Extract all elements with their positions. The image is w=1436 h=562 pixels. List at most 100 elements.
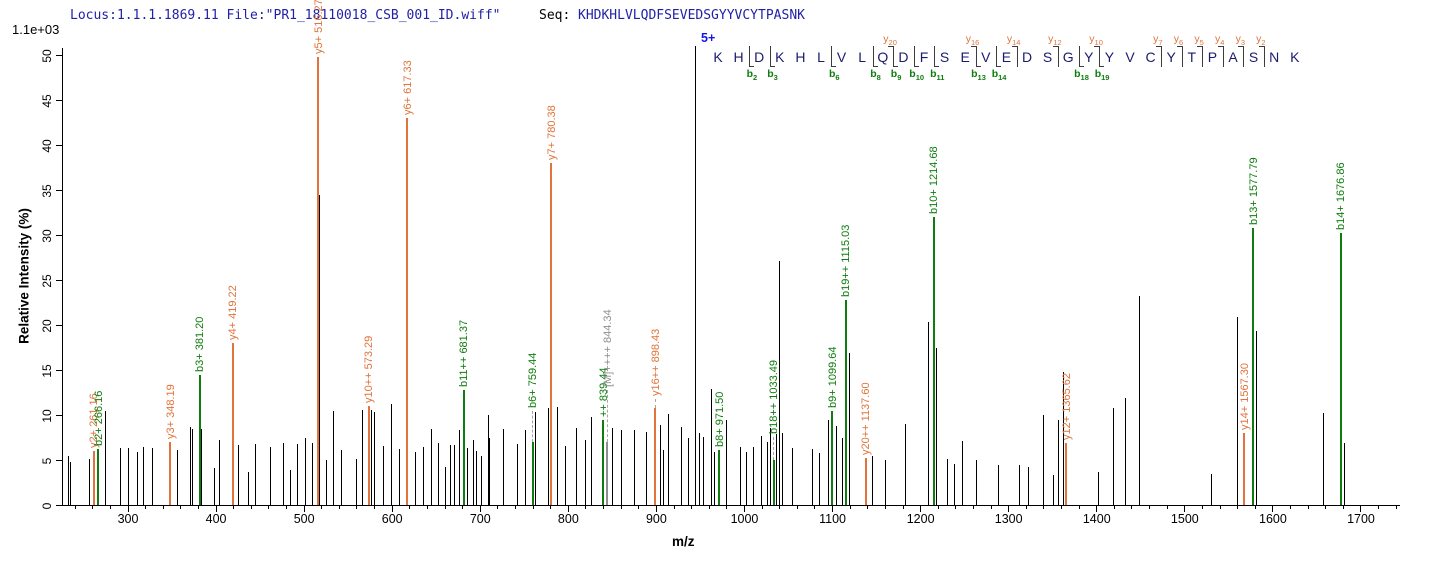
noise-peak bbox=[791, 448, 793, 505]
noise-peak bbox=[1210, 473, 1212, 505]
b-ion-arm bbox=[872, 66, 878, 67]
x-tick-minor bbox=[1342, 505, 1344, 509]
b-ion-arm bbox=[913, 66, 919, 67]
noise-peak bbox=[480, 455, 482, 505]
y-ion-arm bbox=[970, 46, 976, 47]
noise-peak bbox=[710, 388, 712, 505]
b-ion-arm bbox=[975, 66, 981, 67]
seq-label: Seq: bbox=[539, 8, 571, 23]
noise-peak bbox=[458, 430, 460, 505]
b-ion-mark: b3 bbox=[767, 68, 778, 83]
y-tick bbox=[56, 415, 62, 416]
noise-peak bbox=[255, 443, 257, 505]
b-ion-arm bbox=[748, 66, 754, 67]
noise-peak bbox=[841, 438, 843, 505]
ion-peak-b2+ bbox=[97, 449, 100, 505]
sequence-residue: K bbox=[1290, 49, 1300, 65]
noise-peak bbox=[1062, 371, 1064, 505]
x-tick-minor bbox=[1025, 505, 1027, 509]
noise-peak bbox=[390, 404, 392, 505]
noise-peak bbox=[575, 427, 577, 505]
x-tick-minor bbox=[250, 505, 252, 509]
x-tick-minor bbox=[356, 505, 358, 509]
sequence-residue: S bbox=[939, 49, 950, 65]
x-tick-minor bbox=[233, 505, 235, 509]
ion-peak-y12+ bbox=[1065, 442, 1068, 505]
noise-peak bbox=[325, 460, 327, 505]
cleavage-divider bbox=[1181, 46, 1183, 67]
cleavage-divider bbox=[748, 46, 750, 67]
y-ion-arm bbox=[1176, 46, 1182, 47]
x-tick-label: 1000 bbox=[730, 512, 759, 526]
sequence-residue: V bbox=[981, 49, 991, 65]
y-ion-mark: y3 bbox=[1235, 33, 1246, 48]
cleavage-divider bbox=[1243, 46, 1245, 67]
noise-peak bbox=[467, 448, 469, 505]
noise-peak bbox=[422, 447, 424, 505]
noise-peak bbox=[438, 442, 440, 505]
y-ion-mark: y4 bbox=[1214, 33, 1225, 48]
noise-peak bbox=[703, 436, 705, 505]
x-tick-major bbox=[391, 505, 393, 512]
y-ion-mark: y5 bbox=[1194, 33, 1204, 48]
noise-peak bbox=[646, 432, 648, 505]
sequence-residue: N bbox=[1269, 49, 1280, 65]
x-tick-label: 400 bbox=[205, 512, 227, 526]
noise-peak bbox=[524, 430, 526, 505]
noise-peak bbox=[818, 452, 820, 505]
ion-peak-label: b14+ 1676.86 bbox=[1335, 162, 1348, 231]
sequence-residue: C bbox=[1145, 49, 1156, 65]
y-ion-mark: y6 bbox=[1173, 33, 1184, 48]
noise-peak bbox=[120, 448, 122, 505]
ion-peak-label: y14+ 1567.30 bbox=[1238, 363, 1251, 430]
x-tick-minor bbox=[796, 505, 798, 509]
sequence-residue: D bbox=[898, 49, 909, 65]
noise-peak bbox=[67, 455, 69, 505]
ion-peak-y10++ bbox=[367, 406, 370, 505]
ion-peak-label: b10+ 1214.68 bbox=[928, 146, 941, 214]
ion-peak-b14+ bbox=[1339, 233, 1342, 505]
y-tick-label: 5 bbox=[40, 457, 54, 464]
sequence-residue: A bbox=[1228, 49, 1238, 65]
b-ion-arm bbox=[1078, 66, 1084, 67]
noise-peak bbox=[476, 451, 478, 505]
sequence-residue: K bbox=[713, 49, 723, 65]
noise-peak bbox=[848, 352, 850, 505]
x-tick-minor bbox=[374, 505, 376, 509]
b-ion-mark: b11 bbox=[930, 68, 945, 83]
noise-peak bbox=[270, 447, 272, 505]
x-tick-minor bbox=[162, 505, 164, 509]
x-tick-minor bbox=[955, 505, 957, 509]
cleavage-divider bbox=[769, 46, 771, 67]
ion-peak-y4+ bbox=[231, 343, 234, 505]
x-tick-major bbox=[920, 505, 922, 512]
noise-peak bbox=[201, 429, 203, 505]
x-tick-minor bbox=[1307, 505, 1309, 509]
x-tick-minor bbox=[1149, 505, 1151, 509]
y-tick-label: 35 bbox=[40, 183, 54, 198]
noise-peak bbox=[739, 447, 741, 505]
x-axis-title: m/z bbox=[672, 534, 695, 549]
x-tick-minor bbox=[1131, 505, 1133, 509]
x-tick-minor bbox=[1043, 505, 1045, 509]
x-tick-minor bbox=[1166, 505, 1168, 509]
noise-peak bbox=[1027, 467, 1029, 505]
ion-peak-y16++ bbox=[654, 407, 657, 505]
x-tick-minor bbox=[532, 505, 534, 509]
ion-peak-++ bbox=[602, 419, 605, 505]
label-leader-line bbox=[606, 389, 608, 442]
b-ion-mark: b9 bbox=[890, 68, 902, 83]
cleavage-divider bbox=[831, 46, 833, 67]
ion-peak-y5+ bbox=[317, 56, 320, 505]
noise-peak bbox=[88, 459, 90, 505]
x-tick-minor bbox=[708, 505, 710, 509]
x-tick-minor bbox=[779, 505, 781, 509]
x-tick-label: 600 bbox=[381, 512, 403, 526]
y-tick-label: 45 bbox=[40, 93, 54, 108]
x-tick-major bbox=[1272, 505, 1274, 512]
noise-peak bbox=[547, 407, 549, 505]
noise-peak bbox=[714, 451, 716, 505]
noise-peak bbox=[997, 464, 999, 505]
sequence-residue: Y bbox=[1084, 49, 1094, 65]
x-tick-label: 900 bbox=[645, 512, 667, 526]
